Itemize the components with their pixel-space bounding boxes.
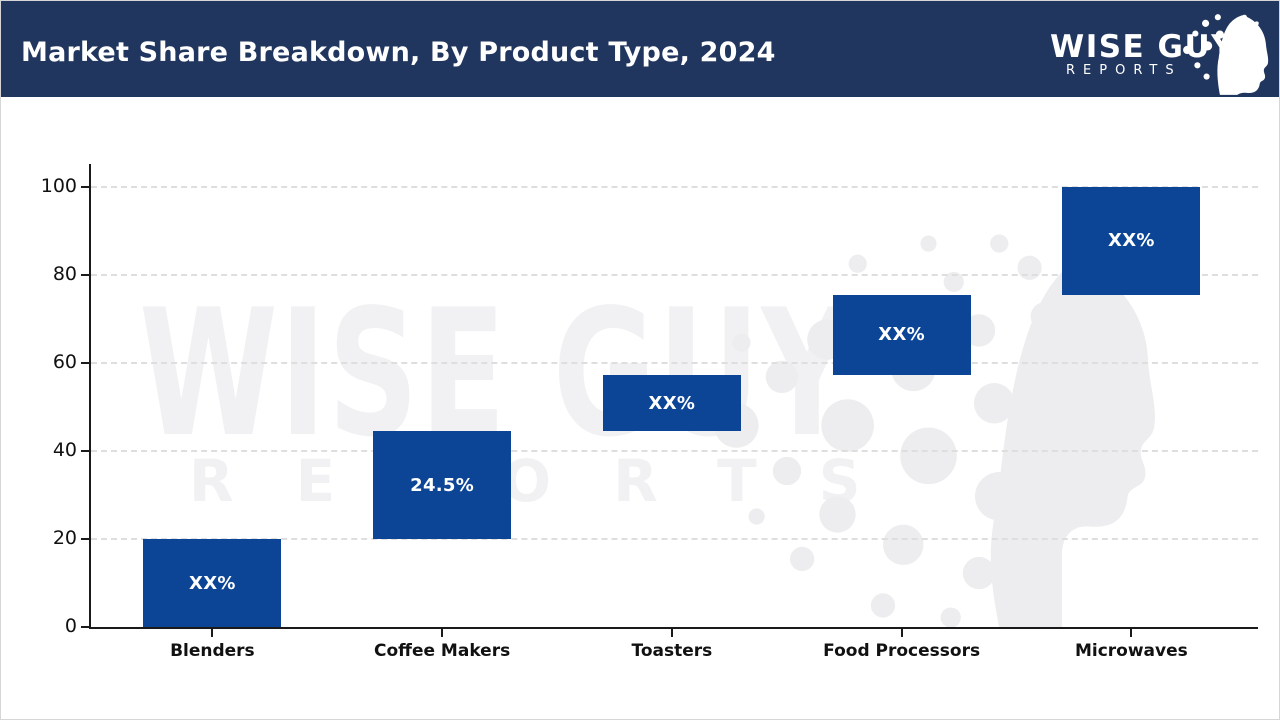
chart-title: Market Share Breakdown, By Product Type,… bbox=[21, 37, 776, 68]
x-tick-mark bbox=[441, 629, 444, 637]
bar-segment: XX% bbox=[832, 294, 971, 375]
y-gridline bbox=[91, 186, 1258, 188]
x-category-label: Toasters bbox=[631, 641, 713, 661]
y-tick-mark bbox=[81, 538, 89, 540]
y-axis-spine bbox=[89, 164, 91, 629]
logo-wordmark: WISE GUY bbox=[1050, 29, 1236, 65]
x-axis-spine bbox=[89, 627, 1258, 629]
bar-value-label: 24.5% bbox=[410, 474, 475, 496]
y-tick-label: 20 bbox=[52, 527, 77, 549]
x-tick-mark bbox=[211, 629, 214, 637]
bar-value-label: XX% bbox=[648, 392, 696, 414]
logo-dotted-head-icon bbox=[1183, 14, 1269, 95]
x-tick-mark bbox=[1130, 629, 1133, 637]
bar-value-label: XX% bbox=[878, 324, 925, 346]
y-tick-label: 80 bbox=[52, 263, 77, 285]
y-gridline bbox=[91, 274, 1258, 276]
bar-segment: XX% bbox=[1062, 187, 1201, 295]
report-header: Market Share Breakdown, By Product Type,… bbox=[1, 1, 1279, 97]
y-tick-label: 60 bbox=[52, 351, 77, 373]
y-gridline bbox=[91, 362, 1258, 364]
y-tick-mark bbox=[81, 274, 89, 276]
y-tick-mark bbox=[81, 626, 89, 628]
x-tick-mark bbox=[900, 629, 903, 637]
x-category-label: Food Processors bbox=[823, 641, 981, 661]
bar-segment: XX% bbox=[602, 374, 741, 432]
x-category-label: Microwaves bbox=[1074, 641, 1188, 661]
wise-guy-reports-logo: WISE GUY REPORTS bbox=[1018, 5, 1273, 95]
y-tick-label: 0 bbox=[64, 615, 77, 637]
y-tick-label: 40 bbox=[52, 439, 77, 461]
bar-value-label: XX% bbox=[189, 572, 236, 594]
x-category-label: Blenders bbox=[170, 641, 255, 661]
y-gridline bbox=[91, 450, 1258, 452]
bar-segment: XX% bbox=[143, 539, 282, 627]
y-tick-mark bbox=[81, 450, 89, 452]
y-tick-mark bbox=[81, 362, 89, 364]
x-category-label: Coffee Makers bbox=[374, 641, 511, 661]
bar-segment: 24.5% bbox=[373, 431, 512, 539]
watermark-reports-text: REPORTS bbox=[189, 447, 923, 515]
y-gridline bbox=[91, 538, 1258, 540]
logo-subtext: REPORTS bbox=[1066, 63, 1182, 78]
bar-value-label: XX% bbox=[1108, 230, 1155, 252]
x-tick-mark bbox=[670, 629, 673, 637]
y-tick-label: 100 bbox=[40, 175, 77, 197]
y-tick-mark bbox=[81, 186, 89, 188]
